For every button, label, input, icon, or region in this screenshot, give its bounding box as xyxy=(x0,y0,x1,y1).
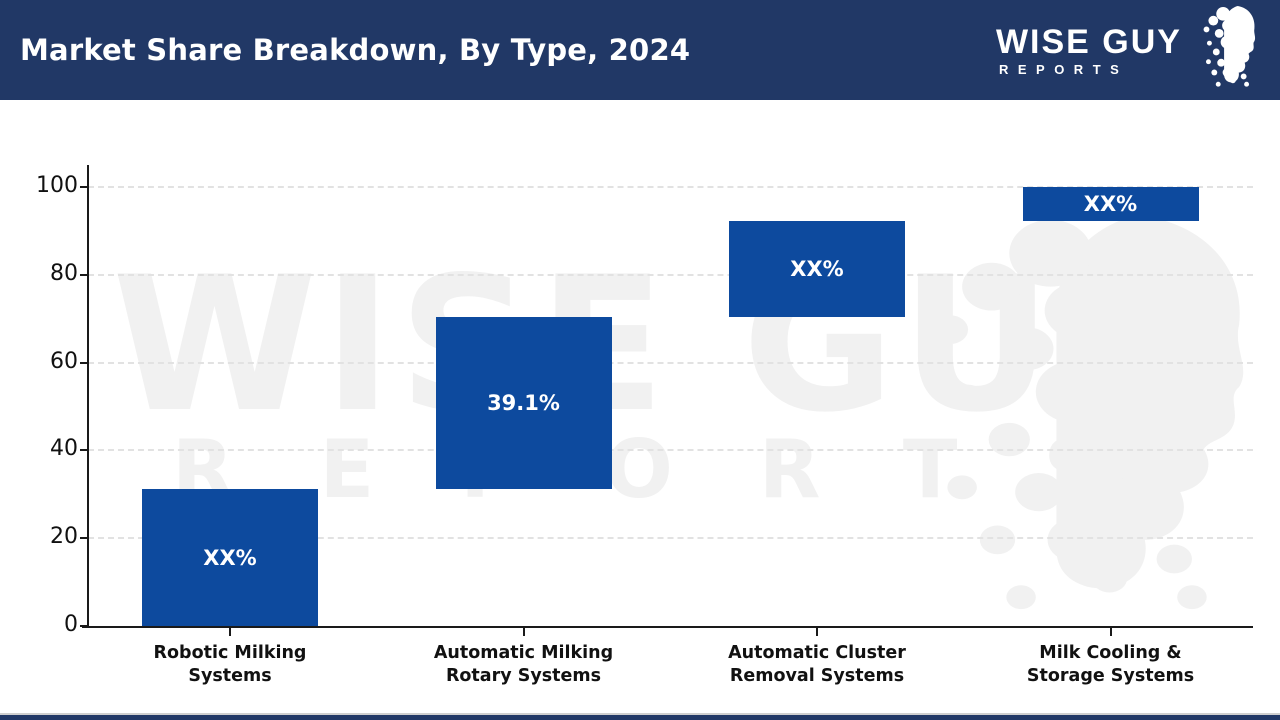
y-axis-line xyxy=(86,165,89,628)
bar-segment: XX% xyxy=(729,220,905,318)
bar-value-label: 39.1% xyxy=(487,391,560,416)
page-title: Market Share Breakdown, By Type, 2024 xyxy=(20,33,691,67)
dotted-head-icon xyxy=(1203,6,1256,87)
x-tick-mark xyxy=(522,628,525,636)
x-tick-mark xyxy=(816,628,818,636)
x-tick-mark xyxy=(1109,628,1112,636)
watermark-head-icon xyxy=(932,215,1244,610)
y-tick-mark xyxy=(80,449,88,452)
y-tick-label: 100 xyxy=(36,173,78,198)
chart-area: WISE GUY REPORTS 0 20 40 60 80 100 XX% 39.1% XX%… xyxy=(0,100,1280,714)
y-gridline xyxy=(88,537,1253,540)
logo-text: WISE GUY REPORTS xyxy=(996,25,1182,76)
footer-bar xyxy=(0,713,1280,720)
y-tick-mark xyxy=(80,361,88,364)
category-label-line: Systems xyxy=(188,665,272,686)
y-tick-label: 40 xyxy=(50,436,78,462)
y-tick-label: 80 xyxy=(50,260,78,286)
category-label: Robotic Milking Systems xyxy=(154,642,307,688)
y-tick-mark xyxy=(80,537,88,540)
bar-value-label: XX% xyxy=(790,257,844,282)
x-axis-line xyxy=(82,625,1253,628)
y-tick-mark xyxy=(80,273,88,276)
category-label-line: Automatic Cluster xyxy=(728,643,906,663)
category-label-line: Storage Systems xyxy=(1026,665,1195,686)
category-label: Milk Cooling & Storage Systems xyxy=(1027,642,1194,688)
y-gridline xyxy=(88,186,1253,188)
bar-segment: XX% xyxy=(1022,187,1199,221)
y-gridline xyxy=(88,449,1253,452)
category-label-line: Robotic Milking xyxy=(153,643,307,663)
watermark-subtitle: REPORTS xyxy=(172,423,1188,516)
bar-value-label: XX% xyxy=(203,545,257,570)
bar-value-label: XX% xyxy=(1083,191,1138,216)
logo-subtitle: REPORTS xyxy=(998,61,1129,77)
logo-wordmark: WISE GUY xyxy=(995,22,1182,61)
y-gridline xyxy=(88,361,1253,364)
header-bar: Market Share Breakdown, By Type, 2024 WI… xyxy=(0,0,1280,100)
y-tick-label: 0 xyxy=(64,612,78,637)
category-label: Automatic Milking Rotary Systems xyxy=(434,642,613,688)
x-tick-mark xyxy=(229,628,231,636)
category-label-line: Milk Cooling & xyxy=(1039,643,1182,663)
bar-segment: 39.1% xyxy=(435,317,612,490)
y-tick-mark xyxy=(80,186,88,188)
category-label: Automatic Cluster Removal Systems xyxy=(728,642,906,688)
category-label-line: Removal Systems xyxy=(729,665,905,686)
category-label-line: Rotary Systems xyxy=(445,665,602,686)
bar-segment: XX% xyxy=(142,489,318,626)
wise-guy-logo: WISE GUY REPORTS xyxy=(996,6,1272,94)
y-tick-label: 20 xyxy=(50,524,78,550)
y-gridline xyxy=(88,273,1253,276)
y-tick-label: 60 xyxy=(50,348,78,374)
category-label-line: Automatic Milking xyxy=(433,643,614,663)
